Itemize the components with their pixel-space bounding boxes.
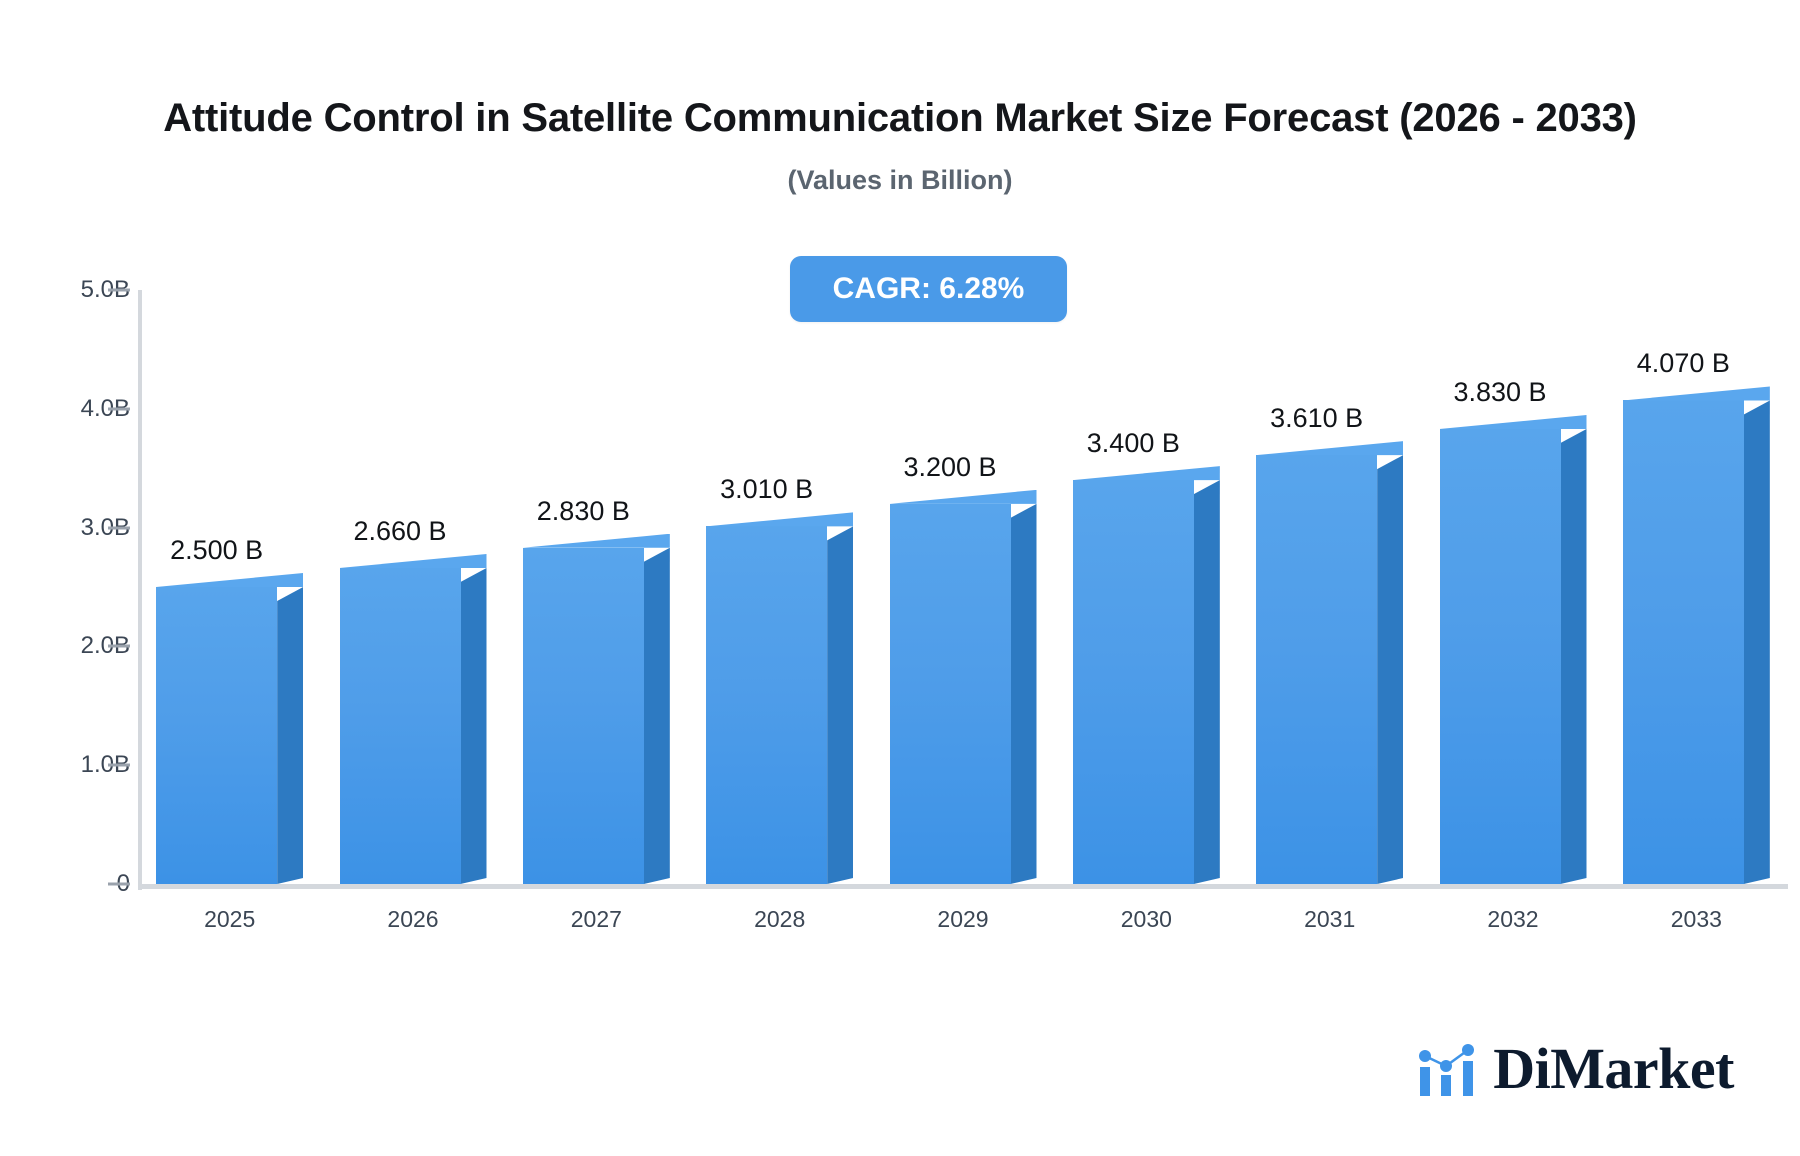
bar-top-face <box>1256 441 1404 456</box>
bar-top-face <box>156 573 304 587</box>
x-axis-label-2032: 2032 <box>1487 906 1539 932</box>
bar-value-label: 2.500 B <box>170 535 264 565</box>
bar-top-face <box>706 512 854 527</box>
page-title: Attitude Control in Satellite Communicat… <box>163 96 1637 140</box>
x-axis-label-2025: 2025 <box>204 906 256 932</box>
bar-2028[interactable]: 3.010 B <box>706 474 854 884</box>
bar-value-label: 3.830 B <box>1453 377 1547 407</box>
x-axis-label-2027: 2027 <box>570 906 622 932</box>
bar-2027[interactable]: 2.830 B <box>522 496 670 884</box>
bar-value-label: 3.010 B <box>720 474 814 505</box>
x-axis-label-2029: 2029 <box>937 906 989 932</box>
bar-value-label: 2.660 B <box>353 516 447 546</box>
bar-side-face <box>1561 429 1587 884</box>
bar-top-face <box>1622 386 1770 401</box>
cagr-badge: CAGR: 6.28% <box>790 256 1067 322</box>
bar-top-face <box>1072 466 1220 481</box>
bar-front-face <box>1439 429 1561 884</box>
bar-2033[interactable]: 4.070 B <box>1622 348 1770 884</box>
x-axis-label-2030: 2030 <box>1120 906 1172 932</box>
bar-front-face <box>1256 455 1378 884</box>
bar-side-face <box>1744 400 1770 884</box>
bar-side-face <box>277 587 303 884</box>
bar-top-face <box>889 489 1037 504</box>
bar-top-face <box>522 533 670 548</box>
bar-2029[interactable]: 3.200 B <box>889 452 1037 884</box>
bar-value-label: 2.830 B <box>536 495 630 526</box>
y-axis-tick-mark <box>108 288 130 292</box>
y-axis-line <box>138 290 142 890</box>
dimarket-logo: DiMarket <box>1417 1040 1734 1098</box>
bar-side-face <box>461 568 487 884</box>
bar-side-face <box>1011 504 1037 884</box>
bar-side-face <box>827 526 853 884</box>
y-axis-tick-mark <box>108 882 130 886</box>
bar-top-face <box>339 554 487 568</box>
bar-front-face <box>706 526 828 884</box>
bar-front-face <box>522 547 644 884</box>
plot-area: 01.0B2.0B3.0B4.0B5.0B 2.500 B2.660 B2.83… <box>0 276 1800 932</box>
x-axis-line <box>138 884 1788 889</box>
x-axis-label-2028: 2028 <box>754 906 806 932</box>
logo-text: DiMarket <box>1493 1036 1734 1101</box>
bar-front-face <box>339 568 461 884</box>
bar-2026[interactable]: 2.660 B <box>339 516 487 884</box>
bar-side-face <box>644 548 670 884</box>
y-axis-tick-mark <box>108 407 130 411</box>
x-axis-label-2026: 2026 <box>387 906 439 932</box>
x-axis-label-2033: 2033 <box>1670 906 1722 932</box>
bar-front-face <box>1622 400 1744 884</box>
y-axis-tick-mark <box>108 526 130 530</box>
bar-value-label: 3.200 B <box>903 451 997 482</box>
bar-value-label: 3.400 B <box>1086 428 1180 459</box>
y-axis-tick-mark <box>108 644 130 648</box>
bar-2031[interactable]: 3.610 B <box>1256 403 1404 884</box>
bar-2032[interactable]: 3.830 B <box>1439 377 1587 884</box>
cagr-badge-label: CAGR: 6.28% <box>832 272 1025 305</box>
bar-value-label: 4.070 B <box>1636 348 1730 379</box>
bar-front-face <box>889 503 1011 884</box>
bar-2030[interactable]: 3.400 B <box>1072 428 1220 884</box>
bar-front-face <box>1072 480 1194 884</box>
page-subtitle: (Values in Billion) <box>787 165 1013 195</box>
bar-front-face <box>156 587 278 884</box>
bar-2025[interactable]: 2.500 B <box>156 535 304 884</box>
bar-side-face <box>1377 455 1403 884</box>
bar-side-face <box>1194 480 1220 884</box>
bar-chart-logo-icon <box>1417 1041 1477 1097</box>
bar-top-face <box>1439 415 1587 429</box>
y-axis-tick-mark <box>108 763 130 767</box>
bar-value-label: 3.610 B <box>1270 403 1364 434</box>
x-axis-label-2031: 2031 <box>1304 906 1356 932</box>
